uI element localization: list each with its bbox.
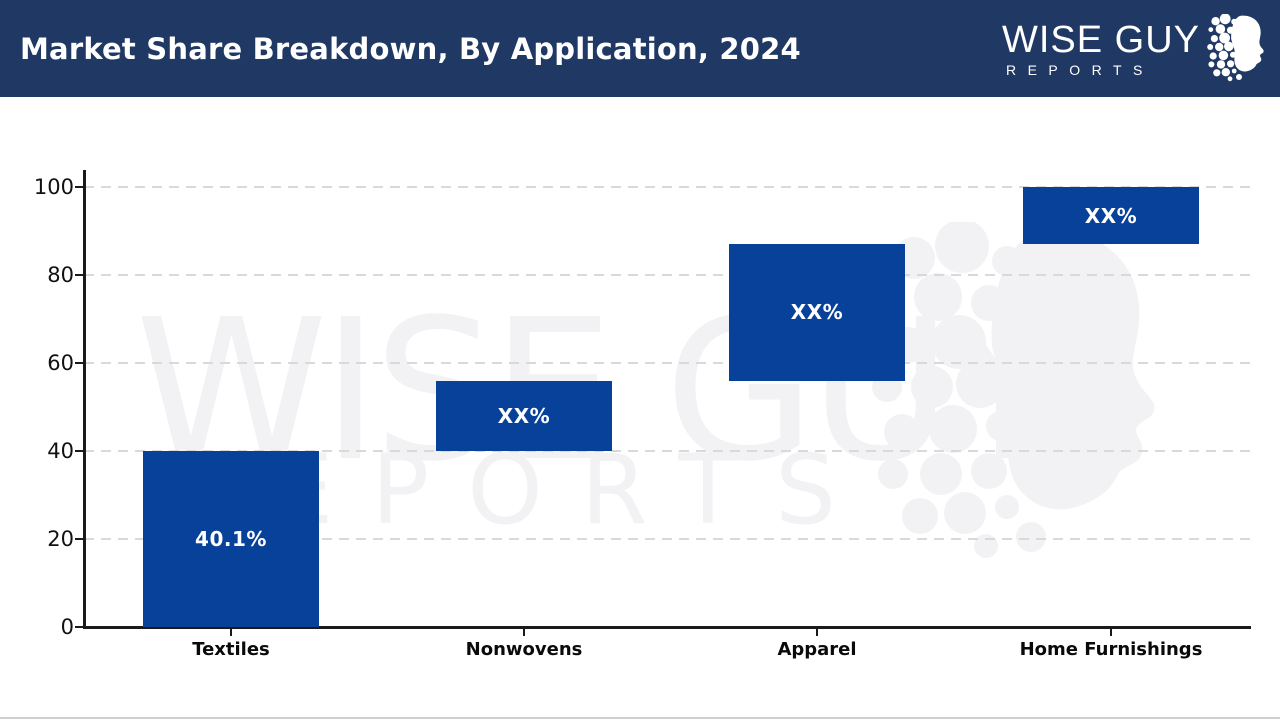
y-axis-tick-0 [75, 626, 84, 628]
x-axis-tick-nonwovens [523, 629, 525, 636]
category-label-apparel: Apparel [777, 639, 857, 660]
logo-subtitle: REPORTS [1005, 61, 1154, 78]
gridline-20 [84, 538, 1250, 540]
logo-text: WISE GUY REPORTS [1002, 21, 1200, 77]
y-axis-tick-label-20: 20 [47, 527, 74, 551]
bar-apparel: XX% [729, 244, 905, 381]
gridline-40 [84, 450, 1250, 452]
y-axis-tick-20 [75, 538, 84, 540]
gridline-60 [84, 362, 1250, 364]
bar-nonwovens: XX% [436, 380, 612, 451]
wise-guy-reports-logo: WISE GUY REPORTS [1002, 14, 1266, 83]
category-label-nonwovens: Nonwovens [465, 639, 583, 660]
bar-value-label-textiles: 40.1% [195, 526, 267, 551]
gridline-80 [84, 274, 1250, 276]
category-label-textiles: Textiles [192, 639, 270, 660]
chart-title: Market Share Breakdown, By Application, … [20, 31, 801, 66]
bar-home-furnishings: XX% [1023, 187, 1199, 245]
bar-value-label-home-furnishings: XX% [1084, 203, 1138, 228]
bar-value-label-nonwovens: XX% [497, 403, 551, 428]
y-axis-line [83, 170, 86, 629]
y-axis-tick-label-60: 60 [47, 351, 74, 375]
y-axis-tick-label-40: 40 [47, 439, 74, 463]
y-axis-tick-label-100: 100 [33, 175, 74, 199]
category-label-home-furnishings: Home Furnishings [1019, 639, 1203, 660]
x-axis-line [83, 626, 1251, 629]
header-bar: Market Share Breakdown, By Application, … [0, 0, 1280, 97]
y-axis-tick-label-80: 80 [47, 263, 74, 287]
y-axis-tick-100 [75, 186, 84, 188]
y-axis-tick-80 [75, 274, 84, 276]
x-axis-tick-textiles [230, 629, 232, 636]
y-axis-tick-label-0: 0 [60, 615, 74, 639]
y-axis-tick-40 [75, 450, 84, 452]
x-axis-tick-home-furnishings [1110, 629, 1112, 636]
bar-value-label-apparel: XX% [790, 300, 844, 325]
x-axis-tick-apparel [816, 629, 818, 636]
logo-wordmark: WISE GUY [1001, 18, 1200, 61]
bar-textiles: 40.1% [143, 450, 319, 627]
head-profile-logo-icon [1206, 14, 1266, 83]
bottom-border-line [0, 717, 1280, 719]
gridline-100 [84, 186, 1250, 188]
y-axis-tick-60 [75, 362, 84, 364]
